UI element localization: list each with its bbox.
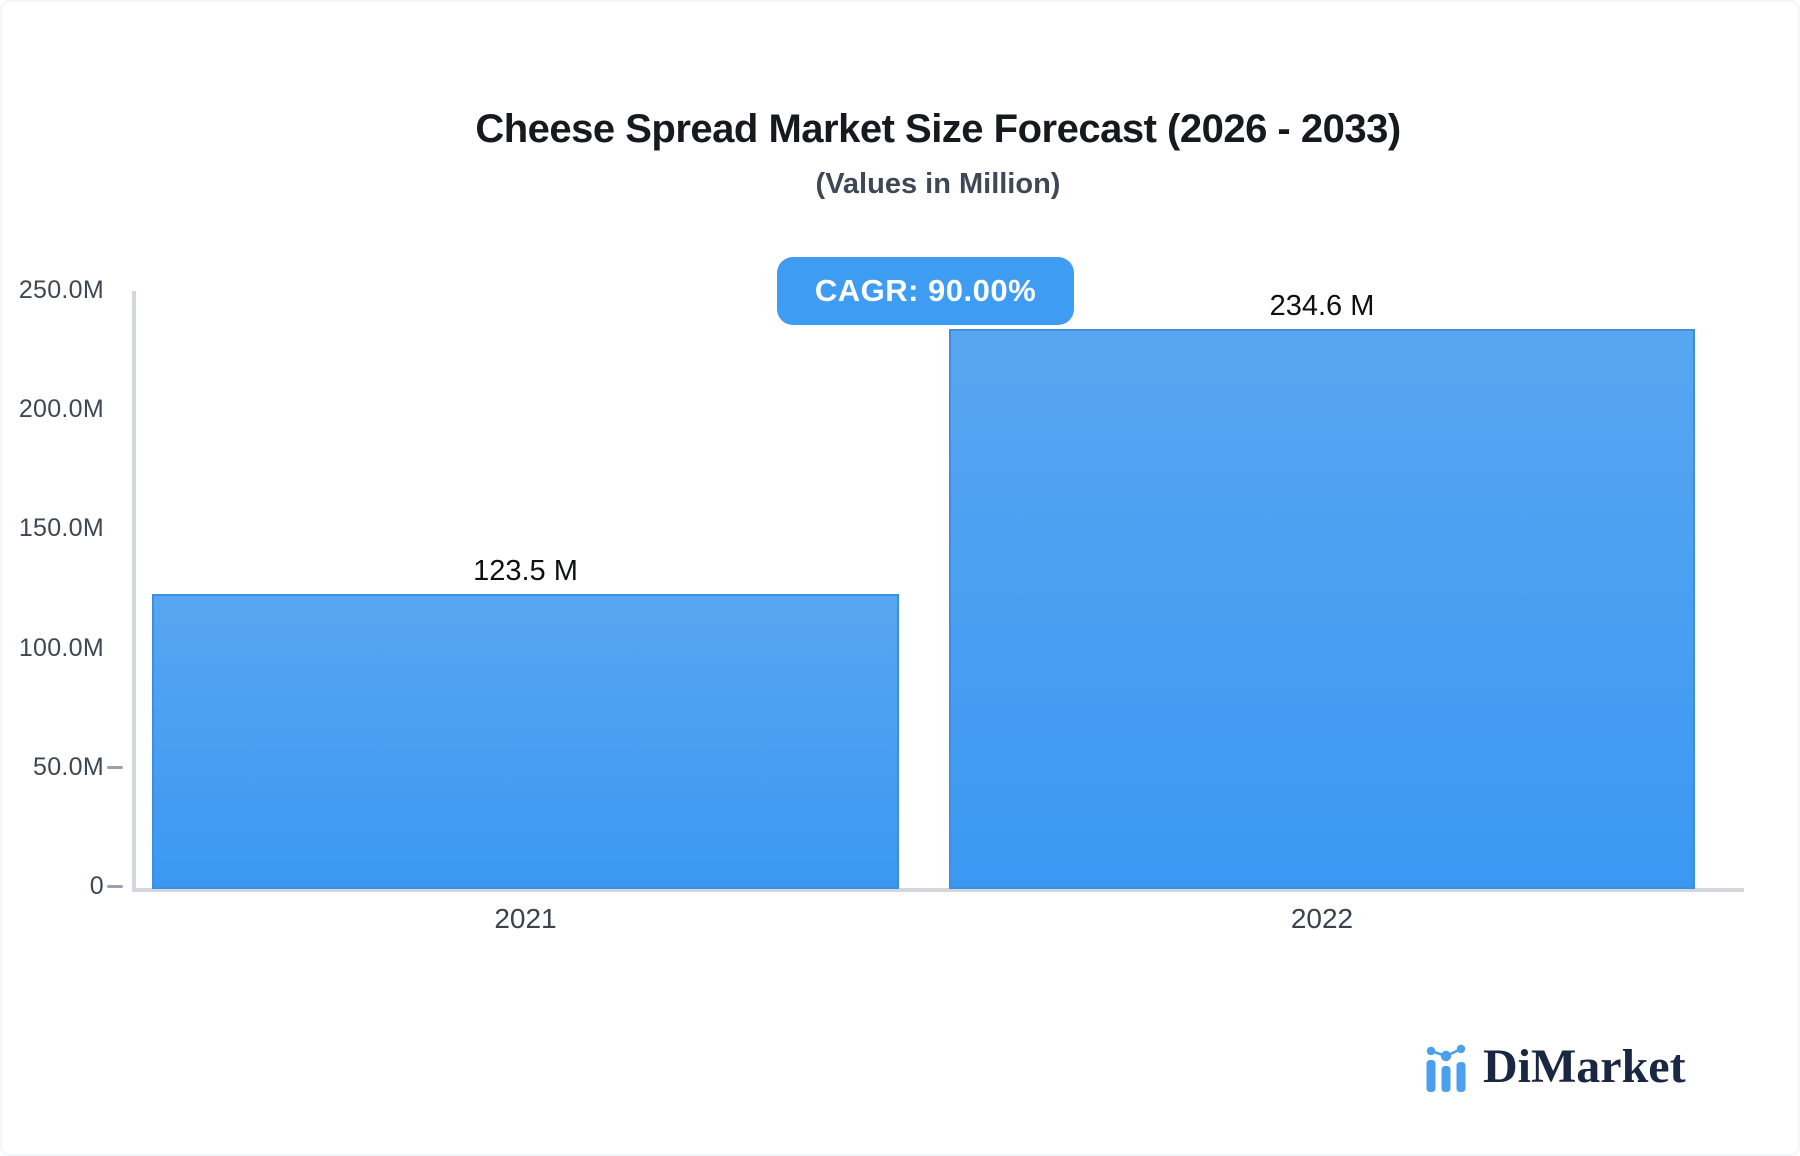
y-axis-tick-label: 50.0M bbox=[33, 752, 104, 781]
logo-text: DiMarket bbox=[1483, 1040, 1686, 1093]
y-axis-tick-dash bbox=[107, 765, 123, 769]
y-axis-tick-label: 200.0M bbox=[18, 395, 104, 424]
x-axis-label-2022: 2022 bbox=[1290, 903, 1354, 934]
y-axis-line bbox=[132, 291, 136, 892]
bar-value-label: 123.5 M bbox=[473, 554, 578, 587]
cagr-badge: CAGR: 90.00% bbox=[777, 257, 1074, 325]
y-axis-tick-label: 100.0M bbox=[18, 633, 104, 662]
x-axis-label-2021: 2021 bbox=[494, 903, 557, 934]
y-axis-tick-label: 150.0M bbox=[18, 514, 104, 543]
dimarket-logo: DiMarket bbox=[1423, 1042, 1686, 1092]
y-axis-tick-dash bbox=[107, 885, 123, 888]
bar-line-chart-icon bbox=[1426, 1044, 1466, 1092]
bar-value-label: 234.6 M bbox=[1269, 289, 1375, 322]
x-axis-line bbox=[132, 888, 1744, 892]
y-axis-tick-label: 250.0M bbox=[18, 276, 104, 304]
y-axis-tick-label: 0 bbox=[89, 872, 104, 900]
chart-title: Cheese Spread Market Size Forecast (2026… bbox=[475, 107, 1401, 151]
chart-subtitle: (Values in Million) bbox=[815, 168, 1061, 200]
bar-2021[interactable] bbox=[152, 593, 899, 889]
bar-2022[interactable] bbox=[949, 328, 1695, 889]
